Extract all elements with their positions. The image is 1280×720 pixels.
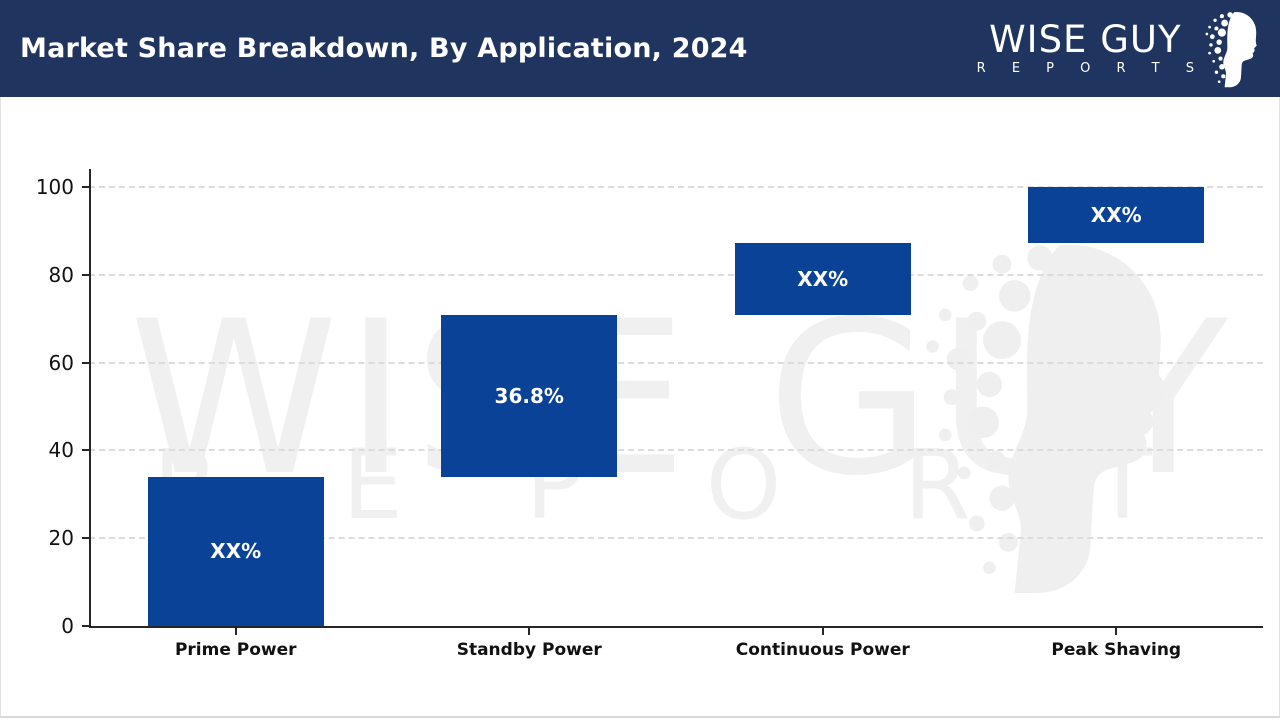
x-tick-mark — [234, 628, 237, 635]
logo-subtitle: R E P O R T S — [976, 61, 1205, 76]
x-tick-mark — [528, 628, 531, 635]
chart-title: Market Share Breakdown, By Application, … — [20, 33, 748, 64]
x-axis — [89, 626, 1263, 628]
bar-continuous-power: XX% — [734, 243, 911, 316]
bar-prime-power: XX% — [147, 476, 324, 626]
x-tick-label-0: Prime Power — [174, 640, 297, 660]
y-axis — [89, 169, 91, 628]
logo-wordmark: WISE GUY — [989, 18, 1182, 61]
x-tick-mark — [821, 628, 824, 635]
y-tick-mark — [82, 361, 89, 364]
gridline-100 — [89, 186, 1263, 188]
x-tick-mark — [1115, 628, 1118, 635]
y-tick-label: 0 — [61, 614, 74, 638]
y-tick-label: 100 — [35, 175, 74, 199]
gridline-80 — [89, 273, 1263, 276]
y-tick-mark — [82, 273, 89, 276]
y-tick-label: 40 — [48, 438, 74, 463]
logo-text: WISE GUY R E P O R T S — [977, 21, 1194, 76]
bar-value-label: 36.8% — [494, 383, 564, 408]
logo-head-icon — [1190, 8, 1262, 90]
y-tick-label: 60 — [48, 350, 74, 375]
x-tick-label-3: Peak Shaving — [1051, 640, 1182, 660]
bottom-divider — [0, 716, 1280, 718]
bar-standby-power: 36.8% — [441, 315, 618, 477]
y-tick-label: 20 — [48, 526, 74, 551]
y-tick-mark — [82, 625, 89, 627]
chart-area: WISE GUY R E P O R T S 0 20 40 60 80 100 XX% Pr… — [0, 97, 1280, 716]
y-tick-mark — [82, 449, 89, 452]
x-tick-label-1: Standby Power — [456, 640, 602, 660]
bar-value-label: XX% — [797, 267, 849, 292]
bar-value-label: XX% — [1090, 203, 1142, 228]
bar-peak-shaving: XX% — [1028, 187, 1205, 244]
y-tick-mark — [82, 537, 89, 540]
y-tick-mark — [82, 186, 89, 188]
wise-guy-logo: WISE GUY R E P O R T S — [977, 8, 1262, 90]
x-tick-label-2: Continuous Power — [735, 640, 910, 660]
gridline-40 — [89, 449, 1263, 452]
header-bar: Market Share Breakdown, By Application, … — [0, 0, 1280, 97]
gridline-60 — [89, 361, 1263, 364]
y-tick-label: 80 — [48, 262, 74, 287]
gridline-20 — [89, 537, 1263, 540]
bar-value-label: XX% — [210, 539, 262, 564]
